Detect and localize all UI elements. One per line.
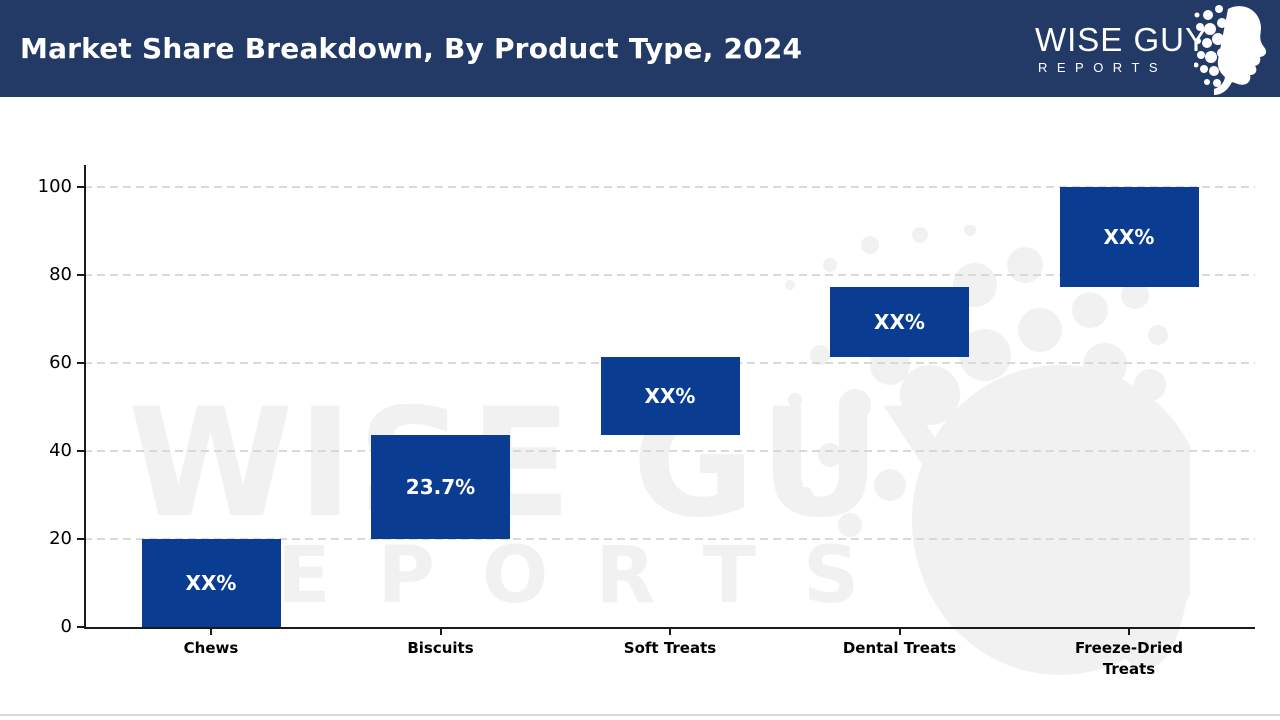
x-axis-tick (898, 629, 901, 635)
x-axis-tick (1128, 629, 1130, 635)
watermark-head-icon (785, 225, 1190, 675)
brand-logo: WISE GUY REPORTS (1035, 0, 1272, 97)
y-axis-tick (77, 626, 84, 628)
bar: XX% (141, 539, 281, 627)
bar-value-label: XX% (644, 383, 696, 408)
brand-logo-text: WISE GUY REPORTS (1035, 23, 1208, 74)
y-axis-tick-label: 40 (49, 440, 72, 461)
y-axis-tick-label: 100 (37, 176, 72, 197)
y-gridline (84, 186, 1255, 188)
y-axis-tick (77, 274, 84, 276)
footer-divider (0, 714, 1280, 716)
bar: 23.7% (371, 434, 510, 539)
y-axis-tick (77, 186, 84, 188)
x-axis-tick (439, 629, 442, 635)
y-axis-tick (77, 450, 84, 452)
x-axis-tick (669, 629, 671, 635)
y-gridline (84, 450, 1255, 452)
brand-head-icon (1194, 4, 1267, 95)
bar: XX% (600, 356, 740, 435)
y-gridline (84, 274, 1255, 276)
x-axis-category-label: Freeze-Dried Treats (1074, 639, 1184, 678)
x-axis-category-label: Chews (183, 639, 239, 657)
brand-subtitle: REPORTS (1037, 60, 1168, 75)
y-axis-tick-label: 80 (49, 264, 72, 285)
header-bar: Market Share Breakdown, By Product Type,… (0, 0, 1280, 97)
x-axis-tick (210, 629, 212, 635)
y-gridline (84, 538, 1255, 540)
bar-value-label: XX% (1103, 224, 1155, 249)
y-axis-tick-label: 60 (49, 352, 72, 373)
bar-value-label: XX% (874, 309, 925, 334)
bar: XX% (1059, 187, 1199, 287)
x-axis-category-label: Biscuits (407, 639, 474, 657)
chart-canvas: WISE GUY R E P O R T S (0, 97, 1280, 720)
y-axis-tick (77, 538, 84, 540)
bar-value-label: XX% (185, 571, 237, 595)
y-axis-tick-label: 20 (49, 528, 72, 549)
bar: XX% (830, 286, 969, 357)
x-axis-category-label: Dental Treats (842, 639, 957, 657)
x-axis-category-label: Soft Treats (623, 639, 717, 657)
y-axis-tick (77, 362, 84, 364)
bar-value-label: 23.7% (405, 474, 476, 499)
x-axis-line (84, 627, 1255, 629)
brand-name: WISE GUY (1034, 21, 1208, 58)
page-title: Market Share Breakdown, By Product Type,… (20, 32, 803, 65)
watermark-subtitle-text: R E P O R T S (170, 531, 870, 621)
y-axis-tick-label: 0 (60, 616, 72, 637)
y-axis-line (84, 165, 86, 629)
